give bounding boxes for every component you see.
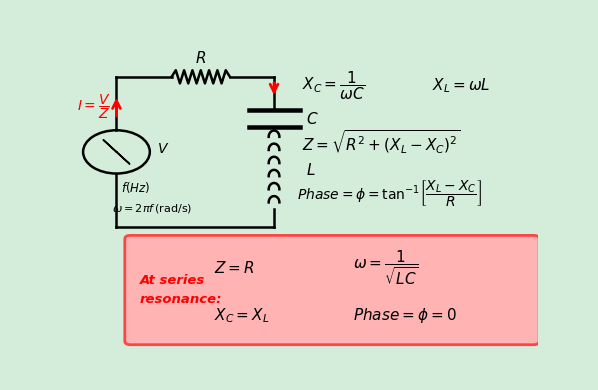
Text: $\omega = \dfrac{1}{\sqrt{LC}}$: $\omega = \dfrac{1}{\sqrt{LC}}$ — [353, 248, 419, 287]
Text: $Z = R$: $Z = R$ — [214, 260, 255, 276]
Text: $\mathit{Phase} = \phi = 0$: $\mathit{Phase} = \phi = 0$ — [353, 306, 456, 325]
Text: $\mathit{I} = \dfrac{V}{Z}$: $\mathit{I} = \dfrac{V}{Z}$ — [77, 93, 111, 121]
Text: $L$: $L$ — [307, 161, 316, 177]
FancyBboxPatch shape — [125, 236, 539, 345]
Text: $Z = \sqrt{R^2 + (X_L - X_C)^2}$: $Z = \sqrt{R^2 + (X_L - X_C)^2}$ — [302, 129, 460, 156]
Text: $X_C = X_L$: $X_C = X_L$ — [214, 306, 269, 325]
Text: $X_C = \dfrac{1}{\omega C}$: $X_C = \dfrac{1}{\omega C}$ — [302, 69, 365, 102]
Text: At series
resonance:: At series resonance: — [139, 274, 222, 306]
Text: $\mathit{Phase} = \phi = \tan^{-1}\!\left[\dfrac{X_L - X_C}{R}\right]$: $\mathit{Phase} = \phi = \tan^{-1}\!\lef… — [297, 179, 483, 209]
Text: $X_L = \omega L$: $X_L = \omega L$ — [432, 76, 490, 95]
Text: $V$: $V$ — [157, 142, 169, 156]
Text: $R$: $R$ — [195, 50, 206, 66]
Text: $f(Hz)$: $f(Hz)$ — [121, 181, 151, 195]
Text: $\omega = 2\pi f\,(\mathrm{rad/s})$: $\omega = 2\pi f\,(\mathrm{rad/s})$ — [112, 202, 192, 215]
Text: $C$: $C$ — [307, 111, 319, 127]
